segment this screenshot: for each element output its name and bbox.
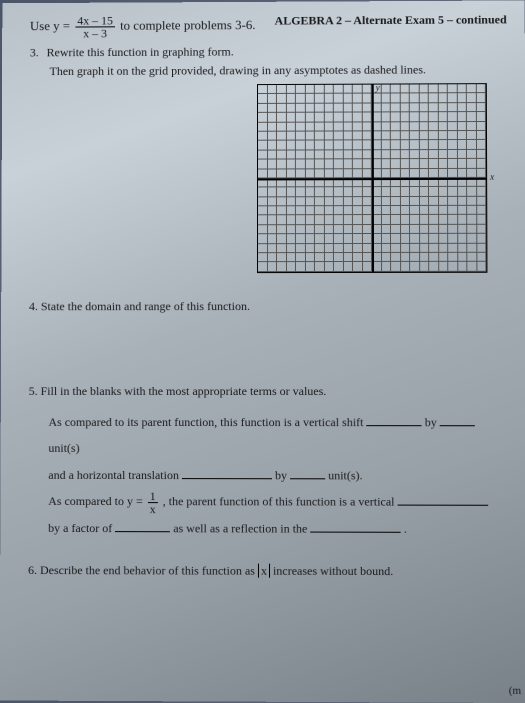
abs-x: x bbox=[258, 564, 270, 578]
q3-line1: Rewrite this function in graphing form. bbox=[47, 45, 234, 60]
question-5: 5. Fill in the blanks with the most appr… bbox=[28, 384, 508, 542]
fraction-denominator: x – 3 bbox=[75, 27, 115, 39]
blank-vshift-amt[interactable] bbox=[440, 414, 475, 426]
q5-p4a: by a factor of bbox=[48, 521, 112, 535]
blank-vertical-what[interactable] bbox=[398, 494, 489, 506]
graph-area: y x (function(){ var g = document.curren… bbox=[29, 83, 487, 273]
question-6: 6. Describe the end behavior of this fun… bbox=[28, 563, 509, 579]
use-equation: Use y = 4x – 15 x – 3 to complete proble… bbox=[30, 14, 256, 40]
blank-hshift-amt[interactable] bbox=[290, 467, 325, 479]
use-suffix: to complete problems 3-6. bbox=[120, 17, 256, 33]
q5-p2b: by bbox=[275, 468, 287, 482]
q5-p1b: by bbox=[425, 415, 437, 429]
parent-frac-num: 1 bbox=[148, 490, 158, 503]
parent-fraction: 1 x bbox=[148, 490, 158, 515]
q5-p2a: and a horizontal translation bbox=[48, 468, 179, 482]
q6-text-b: increases without bound. bbox=[270, 564, 393, 578]
q3-number: 3. bbox=[30, 45, 44, 60]
question-4: 4. State the domain and range of this fu… bbox=[29, 299, 508, 314]
blank-factor[interactable] bbox=[115, 520, 170, 532]
q6-text-a: Describe the end behavior of this functi… bbox=[40, 563, 258, 578]
q5-para3: As compared to y = 1 x , the parent func… bbox=[48, 488, 508, 516]
q5-para2: and a horizontal translation by unit(s). bbox=[48, 462, 508, 489]
worksheet-paper: Use y = 4x – 15 x – 3 to complete proble… bbox=[0, 0, 525, 703]
parent-frac-den: x bbox=[148, 503, 158, 515]
q5-para1: As compared to its parent function, this… bbox=[48, 409, 508, 462]
coordinate-grid: y x (function(){ var g = document.curren… bbox=[257, 83, 487, 273]
use-prefix: Use y = bbox=[30, 18, 70, 33]
blank-vshift-dir[interactable] bbox=[367, 414, 422, 426]
footer-mark: (m bbox=[509, 685, 521, 697]
y-axis-label: y bbox=[376, 83, 380, 93]
q5-para4: by a factor of as well as a reflection i… bbox=[48, 515, 508, 543]
q4-number: 4. bbox=[29, 299, 38, 313]
q5-p3a: As compared to y = bbox=[48, 494, 143, 508]
q5-p1c: unit(s) bbox=[48, 441, 79, 455]
question-3: 3. Rewrite this function in graphing for… bbox=[30, 43, 507, 60]
blank-hshift-dir[interactable] bbox=[182, 467, 272, 479]
rational-fraction: 4x – 15 x – 3 bbox=[75, 14, 115, 39]
q5-text: Fill in the blanks with the most appropr… bbox=[41, 384, 327, 398]
page-title: ALGEBRA 2 – Alternate Exam 5 – continued bbox=[275, 12, 507, 28]
x-axis-label: x bbox=[490, 172, 494, 182]
q5-p4b: as well as a reflection in the bbox=[173, 521, 307, 535]
q4-text: State the domain and range of this funct… bbox=[41, 299, 250, 313]
q5-p1a: As compared to its parent function, this… bbox=[48, 415, 363, 429]
q5-number: 5. bbox=[29, 384, 38, 398]
header-row: Use y = 4x – 15 x – 3 to complete proble… bbox=[30, 12, 507, 39]
q5-p4c: . bbox=[404, 522, 407, 536]
q3-line2: Then graph it on the grid provided, draw… bbox=[50, 62, 507, 79]
blank-reflection[interactable] bbox=[310, 520, 400, 532]
q5-p3b: , the parent function of this function i… bbox=[163, 494, 395, 509]
q5-p2c: unit(s). bbox=[328, 468, 363, 482]
q6-number: 6. bbox=[28, 563, 37, 577]
